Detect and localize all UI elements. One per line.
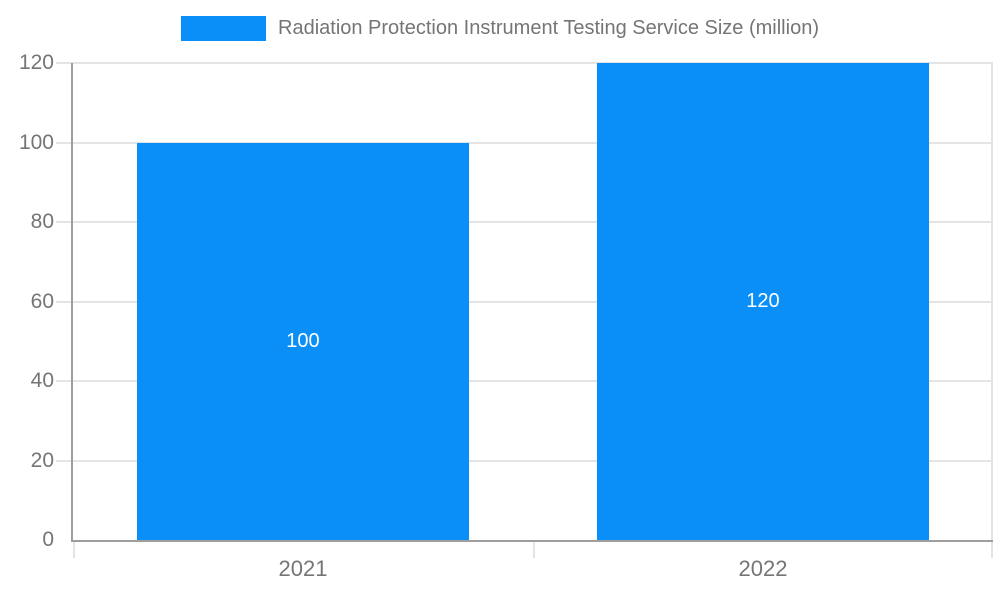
gridline (56, 141, 993, 144)
gridline (56, 300, 993, 303)
bar-value-label: 100 (286, 329, 320, 352)
legend-label: Radiation Protection Instrument Testing … (278, 17, 819, 39)
bar-value-label: 120 (746, 290, 780, 312)
x-axis-tick (533, 542, 535, 558)
x-axis-tick (73, 542, 75, 558)
y-tick-label: 80 (30, 210, 54, 233)
y-tick-label: 100 (18, 130, 54, 154)
bar[interactable]: 120 (597, 63, 929, 540)
y-tick-label: 20 (30, 448, 54, 472)
bar[interactable]: 100 (137, 142, 469, 540)
y-tick-label: 40 (30, 369, 54, 392)
y-tick-label: 120 (18, 51, 54, 74)
plot-right-border (991, 63, 993, 540)
x-axis-line (71, 540, 993, 542)
gridline (56, 62, 993, 64)
plot-area: 100 120 (56, 62, 993, 558)
gridline (56, 221, 993, 223)
legend-swatch-icon (181, 16, 266, 41)
y-axis-line (71, 63, 73, 542)
x-tick-label: 2021 (278, 556, 328, 581)
y-tick-label: 60 (30, 289, 54, 313)
y-tick-label: 0 (42, 528, 54, 551)
x-tick-label: 2022 (738, 556, 788, 581)
legend[interactable]: Radiation Protection Instrument Testing … (0, 16, 1000, 41)
x-axis-tick (991, 542, 993, 558)
gridline (56, 459, 993, 462)
gridline (56, 380, 993, 382)
